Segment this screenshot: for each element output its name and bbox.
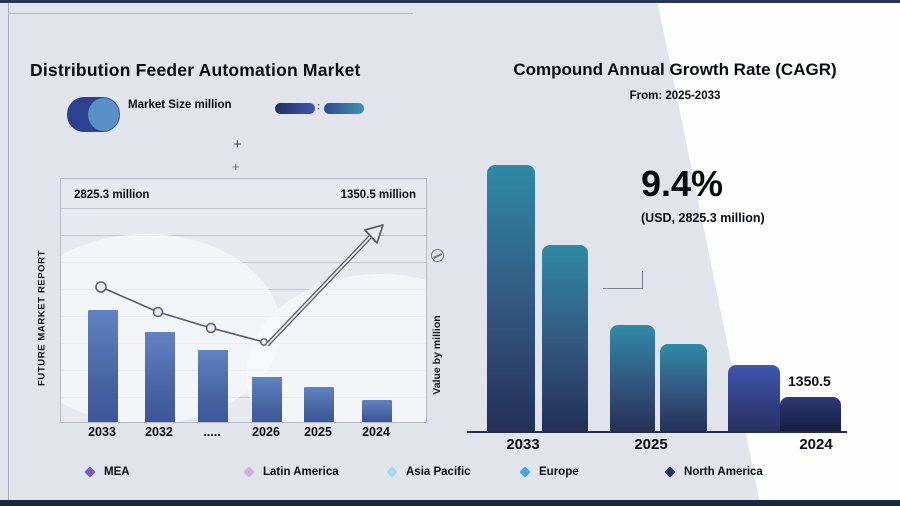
cagr-value: 9.4% xyxy=(641,163,724,204)
chart-value-2033: 2825.3 million xyxy=(74,189,150,201)
legend-label: Europe xyxy=(539,466,579,478)
legend-item-asia-pacific: Asia Pacific xyxy=(386,466,471,478)
plus-icon: + xyxy=(232,159,240,174)
diamond-icon xyxy=(386,466,398,478)
market-size-bar-2032 xyxy=(145,332,175,422)
legend-item-mea: MEA xyxy=(84,466,130,478)
pill-icon-teal xyxy=(324,103,364,114)
market-size-label: Market Size million xyxy=(128,99,232,111)
x-label-2024: 2024 xyxy=(799,436,833,453)
market-size-bar-2024 xyxy=(362,400,392,422)
right-subtitle: From: 2025-2033 xyxy=(629,90,721,102)
trend-line-and-growth-arrow-icon xyxy=(95,224,384,347)
cagr-bar-2025-1 xyxy=(610,325,655,432)
legend-label: Latin America xyxy=(263,466,339,478)
cylinder-icon xyxy=(67,97,120,132)
diamond-icon xyxy=(243,466,255,478)
market-size-chart: 2825.3 million 1350.5 million xyxy=(60,178,427,423)
diamond-icon xyxy=(664,466,676,478)
x-label-2025: 2025 xyxy=(634,436,668,453)
legend-label: MEA xyxy=(104,466,130,478)
side-watermark: FUTURE MARKET REPORT xyxy=(36,249,48,387)
x-label-2026: 2026 xyxy=(252,425,280,439)
pill-separator: : xyxy=(317,101,320,111)
market-size-bar-2033 xyxy=(88,310,118,422)
legend-label: North America xyxy=(684,466,763,478)
left-x-axis: 2033 2032..... 2026 2025 2024 xyxy=(60,425,425,445)
cagr-bar-2024-1 xyxy=(728,365,780,432)
x-axis-line xyxy=(467,431,847,433)
left-title: Distribution Feeder Automation Market xyxy=(30,60,361,80)
x-label-2033: 2033 xyxy=(88,425,116,439)
frame-border-left xyxy=(8,3,9,500)
plus-icon: + xyxy=(233,136,242,153)
bar-value-label: 1350.5 xyxy=(788,373,831,389)
diamond-icon xyxy=(84,466,96,478)
cagr-note: (USD, 2825.3 million) xyxy=(641,211,765,225)
x-label-2032: 2032 xyxy=(145,425,173,439)
x-label-2025: 2025 xyxy=(304,425,332,439)
legend-label: Asia Pacific xyxy=(406,466,471,478)
market-size-bar-..... xyxy=(198,350,228,422)
market-size-bar-2026 xyxy=(252,377,282,422)
top-edge-bar xyxy=(0,0,900,3)
legend-item-north-america: North America xyxy=(664,466,763,478)
x-label-2024: 2024 xyxy=(362,425,390,439)
legend-item-latin-america: Latin America xyxy=(243,466,339,478)
frame-border-top xyxy=(8,13,413,14)
chart-value-2024: 1350.5 million xyxy=(340,189,416,201)
y-axis-label: Value by million xyxy=(431,315,443,395)
cagr-bar-2033-2 xyxy=(542,245,588,432)
cagr-bar-2033-1 xyxy=(487,165,535,432)
x-label-2033: 2033 xyxy=(506,436,540,453)
legend-item-europe: Europe xyxy=(519,466,579,478)
cylinder-cap xyxy=(88,98,119,131)
right-title: Compound Annual Growth Rate (CAGR) xyxy=(513,60,837,79)
x-label-.....: ..... xyxy=(203,425,221,439)
cagr-bar-2024-2 xyxy=(780,397,841,432)
circle-minus-icon xyxy=(431,249,444,262)
cagr-bar-2025-2 xyxy=(660,344,707,432)
diamond-icon xyxy=(519,466,531,478)
bottom-edge-bar xyxy=(0,500,900,506)
bracket-decoration xyxy=(603,271,643,289)
pill-icon-dark xyxy=(275,103,315,114)
market-size-bar-2025 xyxy=(304,387,334,422)
